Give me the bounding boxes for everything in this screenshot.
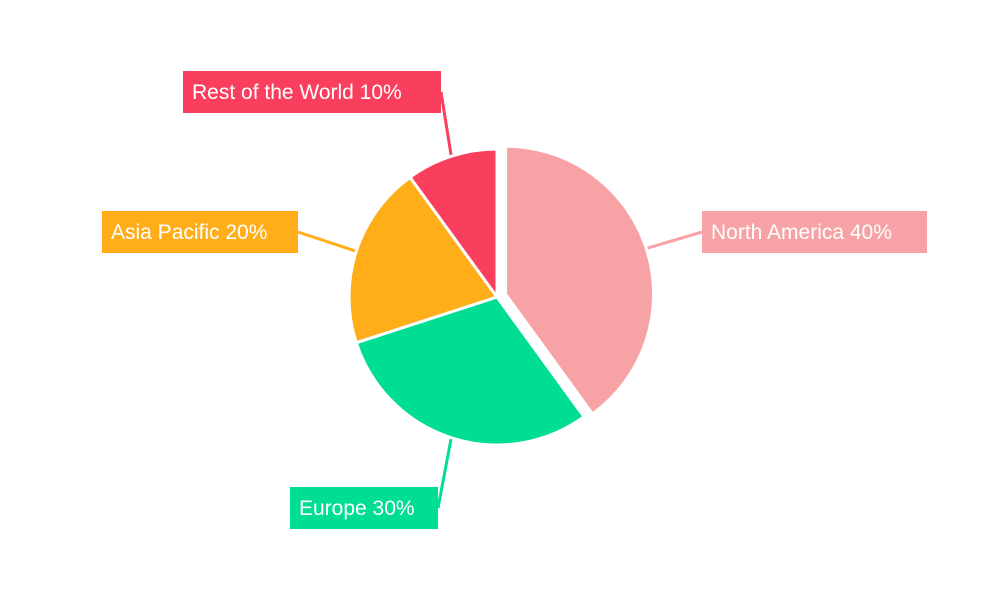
pie-slice-asia-pacific[interactable] [347, 175, 499, 345]
pie-label-rest-of-the-world[interactable]: Rest of the World 10% [183, 71, 441, 113]
leader-lines-group [297, 91, 703, 509]
pie-label-asia-pacific[interactable]: Asia Pacific 20% [102, 211, 298, 253]
pie-label-north-america[interactable]: North America 40% [702, 211, 927, 253]
pie-slices-group [347, 144, 656, 447]
leader-line-asia-pacific [297, 230, 357, 253]
pie-slice-rest-of-the-world[interactable] [408, 147, 499, 299]
pie-slice-europe[interactable] [354, 295, 586, 447]
leader-line-rest-of-the-world [439, 91, 453, 157]
leader-line-north-america [645, 230, 703, 250]
leader-line-europe [436, 437, 453, 509]
pie-label-europe[interactable]: Europe 30% [290, 487, 438, 529]
pie-slice-north-america[interactable] [504, 144, 656, 416]
